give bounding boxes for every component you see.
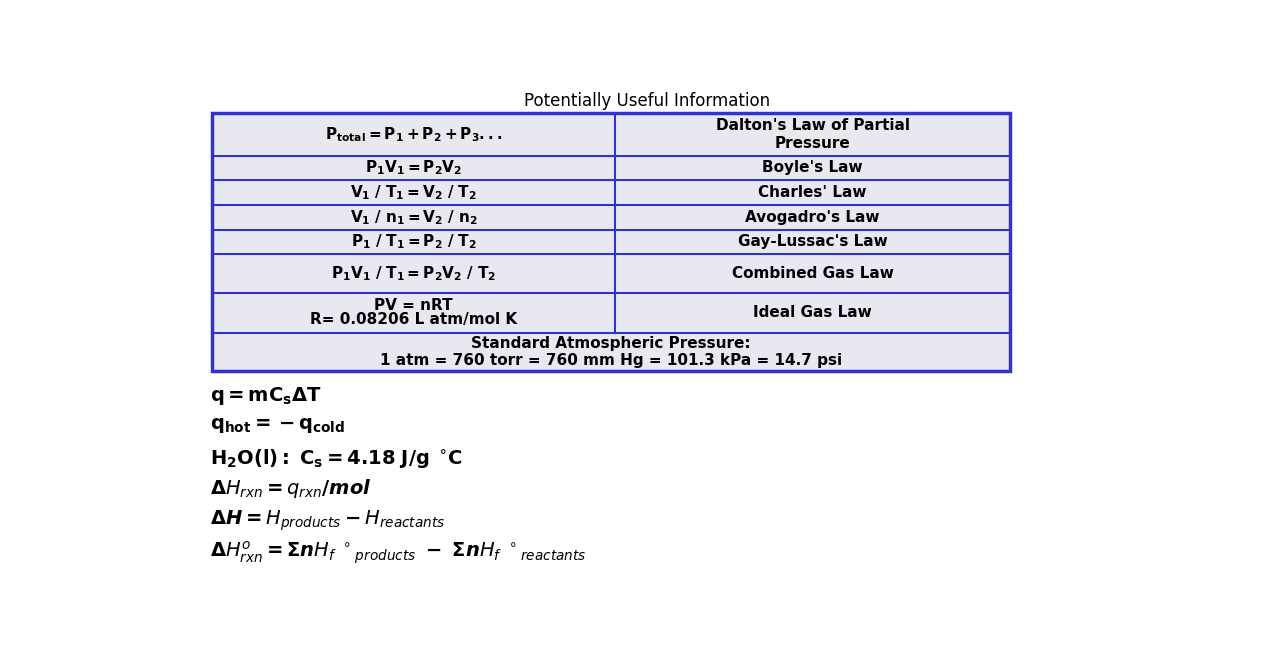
Text: $\mathbf{P_1\ /\ T_1 = P_2\ /\ T_2}$: $\mathbf{P_1\ /\ T_1 = P_2\ /\ T_2}$ xyxy=(351,233,476,251)
Text: Potentially Useful Information: Potentially Useful Information xyxy=(524,92,770,109)
Text: $\mathbf{V_1\ /\ n_1 = V_2\ /\ n_2}$: $\mathbf{V_1\ /\ n_1 = V_2\ /\ n_2}$ xyxy=(350,208,477,227)
Text: $\mathbf{P_1V_1\ /\ T_1 = P_2V_2\ /\ T_2}$: $\mathbf{P_1V_1\ /\ T_1 = P_2V_2\ /\ T_2… xyxy=(331,264,496,283)
Text: $\mathbf{V_1\ /\ T_1 = V_2\ /\ T_2}$: $\mathbf{V_1\ /\ T_1 = V_2\ /\ T_2}$ xyxy=(350,183,477,202)
Text: $\mathbf{q = mC_s\Delta T}$: $\mathbf{q = mC_s\Delta T}$ xyxy=(211,385,322,407)
Text: $\boldsymbol{\Delta H_{rxn} = q_{rxn}/mol}$: $\boldsymbol{\Delta H_{rxn} = q_{rxn}/mo… xyxy=(211,477,372,500)
Text: Dalton's Law of Partial
Pressure: Dalton's Law of Partial Pressure xyxy=(716,118,910,151)
Text: $\mathbf{H_2O(l):\ C_s = 4.18\ J/g\ {^\circ\!C}}$: $\mathbf{H_2O(l):\ C_s = 4.18\ J/g\ {^\c… xyxy=(211,447,463,470)
Text: $\mathbf{q_{hot} = -q_{cold}}$: $\mathbf{q_{hot} = -q_{cold}}$ xyxy=(211,416,346,435)
Text: $\boldsymbol{\Delta H^o_{rxn} = \Sigma nH_f\ {^\circ}_{products}\ -\ \Sigma nH_f: $\boldsymbol{\Delta H^o_{rxn} = \Sigma n… xyxy=(211,539,587,565)
Text: Ideal Gas Law: Ideal Gas Law xyxy=(753,305,872,320)
Text: Charles' Law: Charles' Law xyxy=(758,185,867,200)
Text: $\boldsymbol{\Delta H = H_{products} - H_{reactants}}$: $\boldsymbol{\Delta H = H_{products} - H… xyxy=(211,508,445,533)
Text: Standard Atmospheric Pressure:
1 atm = 760 torr = 760 mm Hg = 101.3 kPa = 14.7 p: Standard Atmospheric Pressure: 1 atm = 7… xyxy=(380,336,842,368)
Text: $\mathbf{P_{total} = P_1 + P_2 + P_3...}$: $\mathbf{P_{total} = P_1 + P_2 + P_3...}… xyxy=(324,125,502,144)
Text: $\mathbf{P_1V_1 = P_2V_2}$: $\mathbf{P_1V_1 = P_2V_2}$ xyxy=(365,159,462,178)
Text: Avogadro's Law: Avogadro's Law xyxy=(746,210,880,225)
Text: R= 0.08206 L atm/mol K: R= 0.08206 L atm/mol K xyxy=(310,312,517,327)
Text: Boyle's Law: Boyle's Law xyxy=(762,160,863,176)
FancyBboxPatch shape xyxy=(212,113,1011,371)
Text: PV = nRT: PV = nRT xyxy=(375,298,453,313)
Text: Combined Gas Law: Combined Gas Law xyxy=(732,266,893,281)
Text: Gay-Lussac's Law: Gay-Lussac's Law xyxy=(738,234,887,250)
